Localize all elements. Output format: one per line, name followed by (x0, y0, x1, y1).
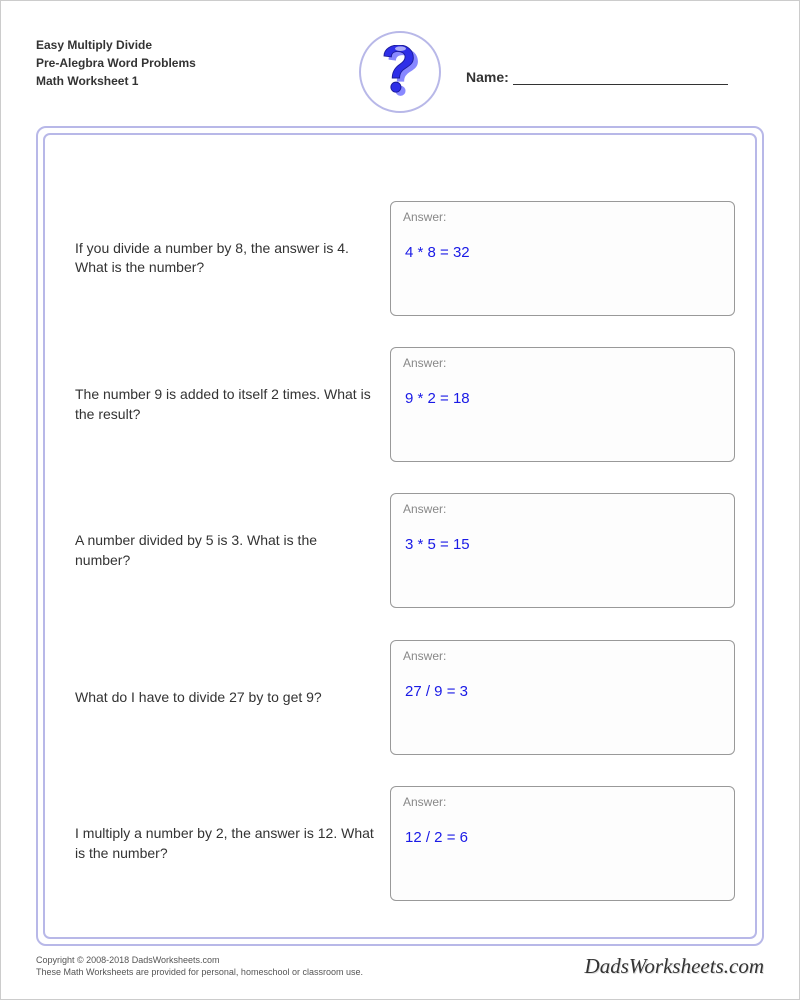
answer-label: Answer: (403, 649, 722, 663)
question-text: The number 9 is added to itself 2 times.… (65, 385, 375, 424)
footer-left: Copyright © 2008-2018 DadsWorksheets.com… (36, 954, 363, 979)
problem-row: What do I have to divide 27 by to get 9?… (65, 640, 735, 755)
answer-label: Answer: (403, 795, 722, 809)
title-line-1: Easy Multiply Divide (36, 36, 296, 54)
answer-label: Answer: (403, 210, 722, 224)
content-frame-inner: If you divide a number by 8, the answer … (43, 133, 757, 939)
title-block: Easy Multiply Divide Pre-Alegbra Word Pr… (36, 31, 296, 90)
question-text: A number divided by 5 is 3. What is the … (65, 531, 375, 570)
question-mark-icon (373, 45, 428, 100)
title-line-3: Math Worksheet 1 (36, 72, 296, 90)
answer-value: 27 / 9 = 3 (403, 683, 722, 700)
answer-box: Answer: 27 / 9 = 3 (390, 640, 735, 755)
answer-value: 9 * 2 = 18 (403, 390, 722, 407)
answer-label: Answer: (403, 502, 722, 516)
question-text: I multiply a number by 2, the answer is … (65, 824, 375, 863)
answer-value: 3 * 5 = 15 (403, 536, 722, 553)
question-text: If you divide a number by 8, the answer … (65, 239, 375, 278)
worksheet-page: Easy Multiply Divide Pre-Alegbra Word Pr… (0, 0, 800, 1000)
question-text: What do I have to divide 27 by to get 9? (65, 688, 375, 708)
question-mark-badge (359, 31, 441, 113)
title-line-2: Pre-Alegbra Word Problems (36, 54, 296, 72)
answer-value: 12 / 2 = 6 (403, 829, 722, 846)
answer-value: 4 * 8 = 32 (403, 244, 722, 261)
footer-brand: DadsWorksheets.com (585, 954, 764, 979)
name-label: Name: (466, 69, 509, 85)
answer-box: Answer: 3 * 5 = 15 (390, 493, 735, 608)
problem-row: A number divided by 5 is 3. What is the … (65, 493, 735, 608)
footer: Copyright © 2008-2018 DadsWorksheets.com… (36, 954, 764, 979)
license-text: These Math Worksheets are provided for p… (36, 966, 363, 979)
answer-box: Answer: 9 * 2 = 18 (390, 347, 735, 462)
problem-row: If you divide a number by 8, the answer … (65, 201, 735, 316)
copyright-text: Copyright © 2008-2018 DadsWorksheets.com (36, 954, 363, 967)
problem-row: The number 9 is added to itself 2 times.… (65, 347, 735, 462)
answer-label: Answer: (403, 356, 722, 370)
name-input-line[interactable] (513, 84, 728, 85)
problem-row: I multiply a number by 2, the answer is … (65, 786, 735, 901)
content-frame-outer: If you divide a number by 8, the answer … (36, 126, 764, 946)
answer-box: Answer: 12 / 2 = 6 (390, 786, 735, 901)
answer-box: Answer: 4 * 8 = 32 (390, 201, 735, 316)
